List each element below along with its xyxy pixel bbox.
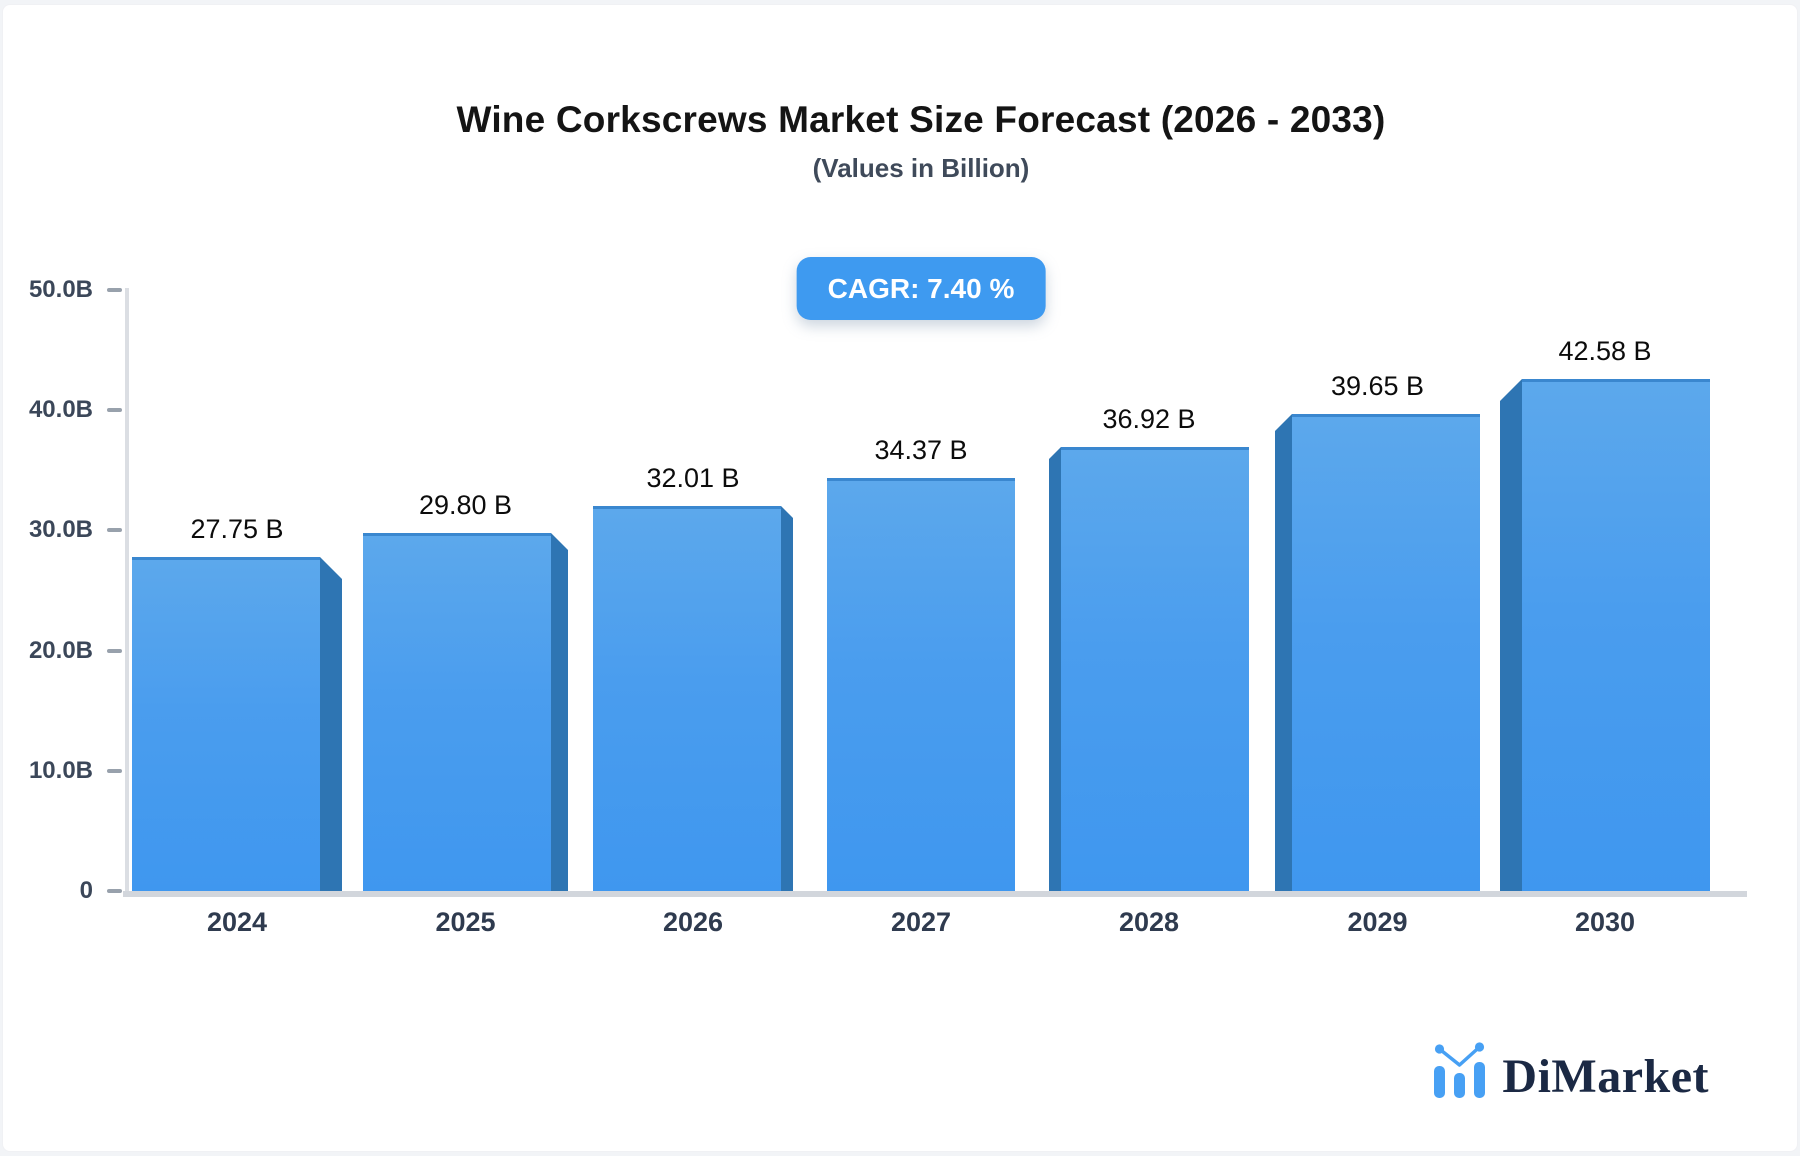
brand-logo-text: DiMarket	[1502, 1050, 1709, 1103]
y-axis-tick-mark	[107, 408, 122, 412]
bar-group: 36.92 B 2028	[1049, 404, 1249, 937]
bar-group: 27.75 B 2024	[132, 514, 342, 937]
y-axis-tick-label: 0	[79, 877, 93, 904]
bar-value-label: 27.75 B	[190, 514, 284, 544]
y-axis-line	[125, 288, 129, 892]
bar-group: 29.80 B 2025	[363, 490, 568, 937]
bar-value-label: 42.58 B	[1558, 336, 1652, 366]
x-axis-label: 2025	[435, 907, 496, 937]
chart-subtitle: (Values in Billion)	[812, 153, 1030, 183]
bar-front-face	[827, 478, 1015, 891]
y-axis-tick-mark	[107, 649, 122, 653]
bar-3d	[1275, 414, 1480, 891]
bar-3d	[132, 557, 342, 891]
bar-front-face	[363, 533, 551, 891]
brand-logo: DiMarket	[1428, 1042, 1709, 1101]
bar-side-face	[320, 557, 342, 891]
bar-value-label: 36.92 B	[1102, 404, 1196, 434]
bar-value-label: 32.01 B	[646, 463, 740, 493]
y-axis-tick-mark	[107, 528, 122, 532]
bar-side-face	[781, 506, 793, 891]
bar-value-label: 34.37 B	[874, 435, 968, 465]
y-axis-tick-label: 10.0B	[28, 757, 93, 784]
bar-group: 42.58 B 2030	[1500, 336, 1710, 937]
x-axis-label: 2029	[1347, 907, 1408, 937]
y-axis-tick-mark	[107, 288, 122, 292]
plot-area: 27.75 B 2024 29.80 B 2025 32.01 B 2026 34.37 B…	[127, 290, 1745, 937]
x-axis-label: 2024	[206, 907, 268, 937]
bar-side-face	[1049, 447, 1061, 891]
x-axis-label: 2030	[1574, 907, 1636, 937]
y-axis-tick-mark	[107, 889, 122, 893]
chart-title: Wine Corkscrews Market Size Forecast (20…	[456, 99, 1386, 140]
cagr-badge: CAGR: 7.40 %	[796, 257, 1046, 320]
bar-3d	[827, 478, 1015, 891]
x-axis-label: 2026	[662, 907, 724, 937]
bar-front-face	[1061, 447, 1249, 891]
bar-group: 39.65 B 2029	[1275, 371, 1480, 937]
bar-3d	[363, 533, 568, 891]
bar-front-face	[593, 506, 781, 891]
bar-side-face	[1500, 379, 1522, 891]
x-axis-baseline	[123, 891, 1747, 897]
bar-value-label: 39.65 B	[1330, 371, 1425, 401]
y-axis-tick-label: 50.0B	[28, 276, 93, 303]
x-axis-label: 2028	[1118, 907, 1180, 937]
bar-side-face	[551, 533, 568, 891]
bar-chart-logo-icon	[1434, 1042, 1486, 1098]
y-axis-tick-mark	[107, 769, 122, 773]
bar-front-face	[1522, 379, 1710, 891]
y-axis-tick-label: 20.0B	[28, 637, 93, 664]
bar-value-label: 29.80 B	[418, 490, 513, 520]
x-axis-label: 2027	[890, 907, 952, 937]
y-axis-tick-label: 30.0B	[28, 516, 93, 543]
bar-front-face	[132, 557, 320, 891]
bar-3d	[1049, 447, 1249, 891]
bar-group: 34.37 B 2027	[827, 435, 1015, 937]
bar-group: 32.01 B 2026	[593, 463, 793, 937]
bar-3d	[593, 506, 793, 891]
bar-3d	[1500, 379, 1710, 891]
chart-card: Wine Corkscrews Market Size Forecast (20…	[2, 4, 1798, 1152]
bar-side-face	[1275, 414, 1292, 891]
bar-front-face	[1292, 414, 1480, 891]
y-axis-tick-label: 40.0B	[28, 396, 93, 423]
